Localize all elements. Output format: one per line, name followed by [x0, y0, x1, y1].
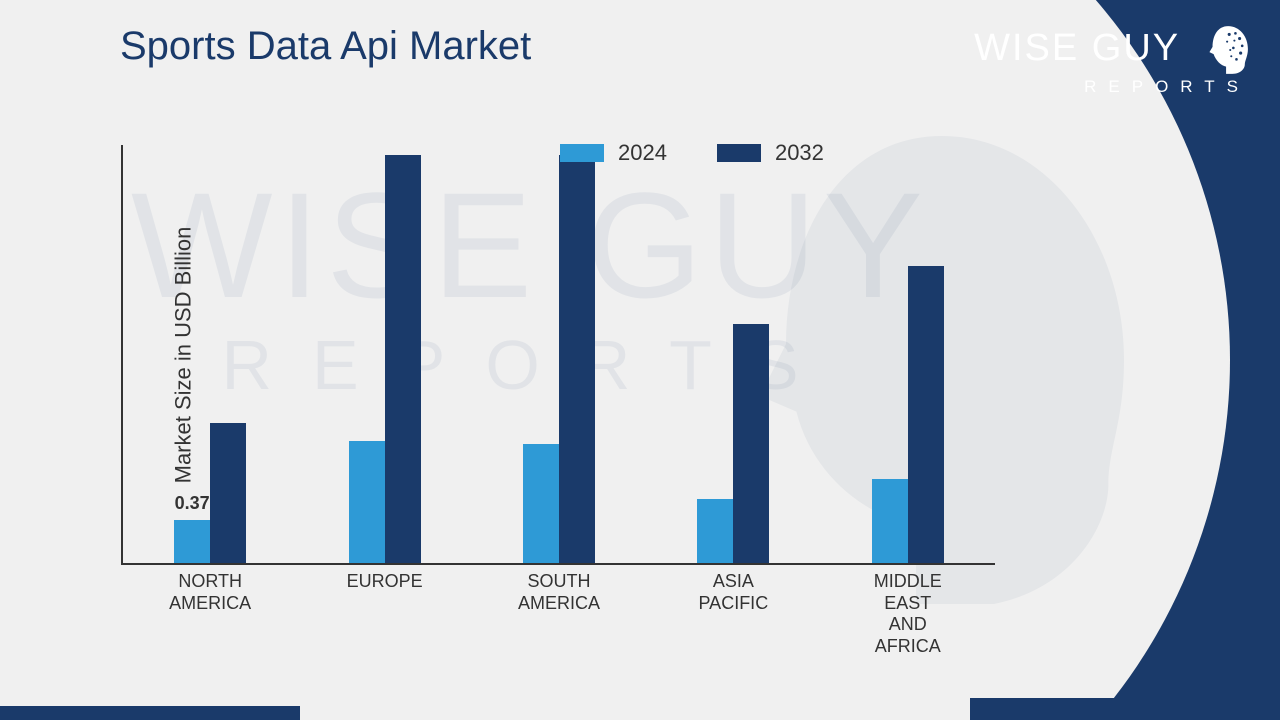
category-label: EUROPE — [310, 571, 460, 593]
legend-swatch — [560, 144, 604, 162]
bar-group: NORTHAMERICA0.37 — [160, 145, 260, 563]
bar — [733, 324, 769, 563]
bar — [349, 441, 385, 564]
bar — [174, 520, 210, 563]
brand-logo: WISE GUY REPORTS — [974, 24, 1250, 95]
legend-item: 2032 — [717, 140, 824, 166]
bar-value-label: 0.37 — [175, 493, 210, 514]
logo-line1: WISE GUY — [974, 27, 1179, 69]
bar-group: ASIAPACIFIC — [683, 145, 783, 563]
stage: WISE GUY REPORTS Sports Data Api Market … — [0, 0, 1280, 720]
bar-group: SOUTHAMERICA — [509, 145, 609, 563]
category-label: MIDDLEEASTANDAFRICA — [833, 571, 983, 657]
legend-label: 2024 — [618, 140, 667, 166]
logo-line2: REPORTS — [974, 78, 1250, 95]
bar — [908, 266, 944, 564]
bar-chart: Market Size in USD Billion NORTHAMERICA0… — [105, 145, 995, 565]
bottom-right-accent — [970, 698, 1280, 720]
category-label: ASIAPACIFIC — [658, 571, 808, 614]
chart-title: Sports Data Api Market — [120, 24, 531, 69]
bar-group: MIDDLEEASTANDAFRICA — [858, 145, 958, 563]
bar — [523, 444, 559, 563]
legend-swatch — [717, 144, 761, 162]
bar-groups: NORTHAMERICA0.37 EUROPE SOUTHAMERICA ASIAPA… — [123, 145, 995, 563]
bar — [872, 479, 908, 563]
bar — [385, 155, 421, 563]
bar — [559, 155, 595, 563]
legend-item: 2024 — [560, 140, 667, 166]
category-label: NORTHAMERICA — [135, 571, 285, 614]
bar-group: EUROPE — [335, 145, 435, 563]
plot-area: NORTHAMERICA0.37 EUROPE SOUTHAMERICA ASIAPA… — [121, 145, 995, 565]
bottom-accent-bar — [0, 706, 300, 720]
category-label: SOUTHAMERICA — [484, 571, 634, 614]
bar — [210, 423, 246, 563]
logo-head-icon — [1198, 24, 1250, 76]
bar — [697, 499, 733, 563]
legend: 2024 2032 — [560, 140, 824, 166]
legend-label: 2032 — [775, 140, 824, 166]
